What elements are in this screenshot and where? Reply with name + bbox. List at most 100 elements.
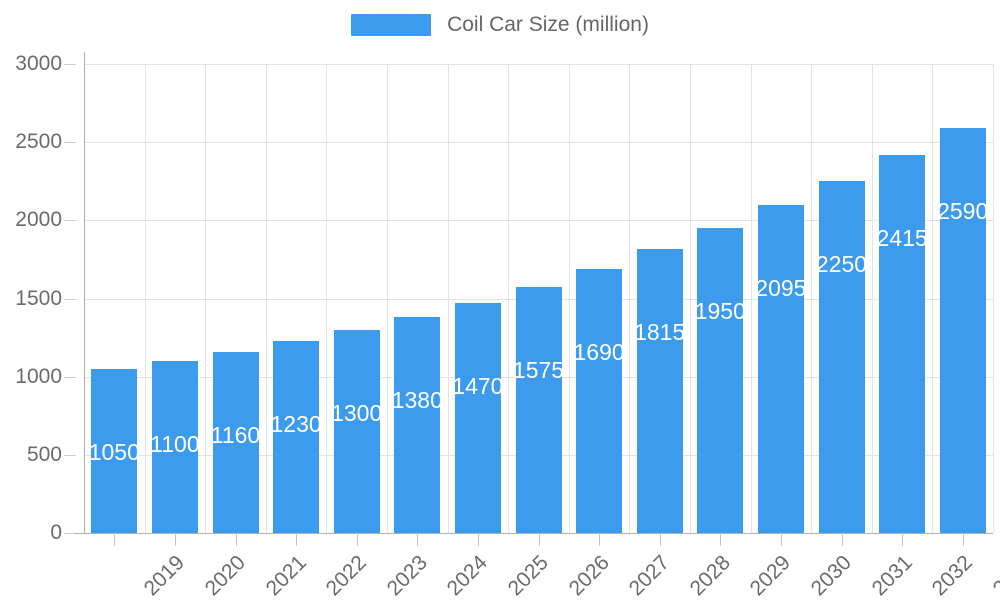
bar-rect[interactable] (454, 303, 501, 533)
x-axis-tick-label: 2021 (261, 551, 311, 601)
bar-rect[interactable] (636, 249, 683, 533)
bar-rect[interactable] (515, 286, 562, 533)
x-axis-tick-label: 2032 (927, 551, 978, 601)
y-axis-tick-label: 2000 (15, 208, 62, 232)
gridline-vertical (751, 64, 752, 533)
gridline-vertical (326, 64, 327, 533)
bar-2029[interactable]: 1950 (695, 64, 746, 533)
gridline-vertical (266, 64, 267, 533)
x-axis-tick-mark (296, 533, 297, 546)
x-axis-tick-label: 2033 (988, 551, 1000, 601)
gridline-horizontal (84, 64, 993, 65)
bar-2031[interactable]: 2250 (816, 64, 867, 533)
bar-series-coil-car-size: 1050 1100 1160 1230 1300 1380 1470 1575 1690 1815… (84, 64, 993, 533)
gridline-vertical (205, 64, 206, 533)
x-axis-tick-label: 2023 (382, 551, 432, 601)
bar-rect[interactable] (757, 205, 804, 533)
x-axis-tick-label: 2027 (624, 551, 675, 601)
bar-2025[interactable]: 1470 (452, 64, 503, 533)
x-axis-tick-mark (539, 533, 540, 546)
y-axis-tick-label: 1000 (15, 364, 62, 388)
x-axis-tick-label: 2020 (200, 551, 250, 601)
y-axis-tick-label: 2500 (15, 130, 62, 154)
bar-2022[interactable]: 1230 (271, 64, 322, 533)
chart-legend: Coil Car Size (million) (0, 14, 1000, 36)
x-axis-tick-mark (599, 533, 600, 546)
bar-2033[interactable]: 2590 (937, 64, 988, 533)
x-axis-tick-label: 2029 (745, 551, 796, 601)
x-axis-tick-label: 2026 (564, 551, 614, 601)
plot-area: 1050 1100 1160 1230 1300 1380 1470 1575 1690 1815… (74, 52, 994, 534)
bar-rect[interactable] (939, 128, 986, 533)
bar-2030[interactable]: 2095 (755, 64, 806, 533)
x-axis-tick-mark (236, 533, 237, 546)
bar-rect[interactable] (576, 268, 623, 533)
y-axis-tick-label: 0 (50, 521, 62, 544)
x-axis-tick-mark (114, 533, 115, 546)
x-axis-tick-mark (478, 533, 479, 546)
x-axis-line (74, 533, 993, 534)
y-axis-labels: 0 500 1000 1500 2000 2500 3000 (0, 52, 84, 544)
x-axis-tick-label: 2025 (503, 551, 553, 601)
bar-2020[interactable]: 1100 (150, 64, 200, 533)
bar-rect[interactable] (879, 155, 926, 533)
bar-2019[interactable]: 1050 (89, 64, 140, 533)
x-axis-tick-label: 2028 (685, 551, 735, 601)
y-axis-tick-label: 3000 (15, 52, 62, 75)
bar-rect[interactable] (273, 340, 320, 533)
y-axis-tick-mark (64, 64, 76, 65)
bar-rect[interactable] (818, 181, 865, 533)
legend-swatch-coil-car-size[interactable] (351, 14, 432, 36)
x-axis-tick-label: 2031 (867, 551, 917, 601)
bar-2027[interactable]: 1690 (574, 64, 625, 533)
gridline-vertical (387, 64, 388, 533)
gridline-vertical (932, 64, 933, 533)
x-axis-tick-mark (417, 533, 418, 546)
bar-rect[interactable] (333, 329, 380, 533)
bar-rect[interactable] (151, 361, 198, 533)
y-axis-tick-label: 1500 (15, 286, 62, 310)
y-axis-tick-mark (64, 220, 76, 222)
x-axis-labels: 2019 2020 2021 2022 2023 2024 2025 2026 2027 2028… (84, 533, 1000, 601)
gridline-vertical (811, 64, 812, 533)
gridline-vertical (508, 64, 509, 533)
x-axis-tick-mark (175, 533, 176, 546)
y-axis-tick-mark (64, 533, 76, 534)
x-axis-tick-label: 2024 (442, 551, 493, 601)
bar-2026[interactable]: 1575 (513, 64, 564, 533)
bar-rect[interactable] (91, 368, 138, 533)
x-axis-tick-mark (963, 533, 964, 546)
bar-2021[interactable]: 1160 (211, 64, 260, 533)
legend-label-coil-car-size[interactable]: Coil Car Size (million) (447, 13, 649, 36)
y-axis-tick-mark (64, 454, 76, 456)
y-axis-tick-mark (64, 376, 76, 378)
y-axis-tick-mark (64, 298, 76, 300)
gridline-vertical (872, 64, 873, 533)
gridline-horizontal (84, 142, 993, 144)
x-axis-tick-label: 2030 (806, 551, 856, 601)
y-axis-tick-mark (64, 142, 76, 144)
gridline-vertical (448, 64, 449, 533)
x-axis-tick-mark (842, 533, 843, 546)
bar-rect[interactable] (212, 351, 259, 533)
gridline-horizontal (84, 220, 993, 222)
x-axis-tick-label: 2022 (321, 551, 372, 601)
y-axis-line (84, 52, 85, 533)
gridline-vertical (993, 64, 994, 533)
x-axis-tick-mark (660, 533, 661, 546)
bar-rect[interactable] (697, 228, 744, 533)
gridline-vertical (145, 64, 146, 533)
gridline-vertical (690, 64, 691, 533)
x-axis-tick-mark (781, 533, 782, 546)
y-axis-tick-label: 500 (26, 442, 62, 466)
gridline-vertical (569, 64, 570, 533)
bar-2028[interactable]: 1815 (634, 64, 685, 533)
bar-rect[interactable] (394, 317, 441, 533)
x-axis-tick-label: 2019 (139, 551, 190, 601)
bar-2023[interactable]: 1300 (331, 64, 382, 533)
x-axis-tick-mark (902, 533, 903, 546)
bar-2032[interactable]: 2415 (877, 64, 928, 533)
bar-2024[interactable]: 1380 (392, 64, 443, 533)
x-axis-tick-mark (720, 533, 721, 546)
